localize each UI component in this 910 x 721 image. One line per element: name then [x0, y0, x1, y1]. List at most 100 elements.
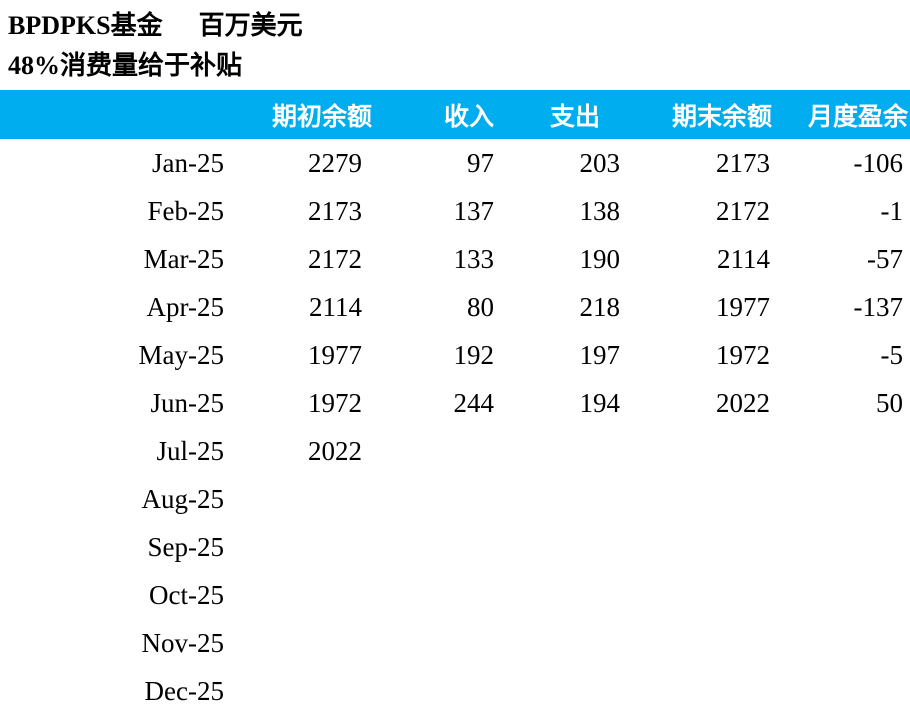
cell-month[interactable]: May-25: [0, 331, 234, 379]
cell-closing-balance[interactable]: [628, 667, 780, 715]
fund-name-label: BPDPKS基金: [8, 11, 163, 40]
cell-closing-balance[interactable]: [628, 571, 780, 619]
table-row: Jan-25 2279 97 203 2173 -106: [0, 139, 910, 187]
cell-opening-balance[interactable]: 2173: [234, 187, 372, 235]
cell-income[interactable]: 97: [372, 139, 502, 187]
cell-income[interactable]: [372, 667, 502, 715]
title-block: BPDPKS基金 百万美元 48%消费量给于补贴: [0, 0, 910, 86]
table-row: Apr-25 2114 80 218 1977 -137: [0, 283, 910, 331]
cell-monthly-surplus[interactable]: -5: [780, 331, 910, 379]
cell-closing-balance[interactable]: 2173: [628, 139, 780, 187]
cell-opening-balance[interactable]: 2172: [234, 235, 372, 283]
cell-expense[interactable]: [502, 667, 628, 715]
cell-closing-balance[interactable]: [628, 427, 780, 475]
column-header-expense[interactable]: 支出: [549, 101, 600, 131]
cell-closing-balance[interactable]: 2022: [628, 379, 780, 427]
cell-expense[interactable]: 194: [502, 379, 628, 427]
cell-opening-balance[interactable]: 1972: [234, 379, 372, 427]
column-header-month[interactable]: [0, 90, 234, 139]
cell-income[interactable]: [372, 523, 502, 571]
cell-opening-balance[interactable]: 1977: [234, 331, 372, 379]
cell-income[interactable]: 137: [372, 187, 502, 235]
cell-month[interactable]: Dec-25: [0, 667, 234, 715]
cell-opening-balance[interactable]: 2114: [234, 283, 372, 331]
cell-monthly-surplus[interactable]: -137: [780, 283, 910, 331]
table-row: Oct-25: [0, 571, 910, 619]
cell-closing-balance[interactable]: 1972: [628, 331, 780, 379]
cell-monthly-surplus[interactable]: [780, 619, 910, 667]
cell-monthly-surplus[interactable]: -106: [780, 139, 910, 187]
table-row: Nov-25: [0, 619, 910, 667]
column-header-income[interactable]: 收入: [443, 101, 494, 131]
cell-income[interactable]: 133: [372, 235, 502, 283]
cell-expense[interactable]: 190: [502, 235, 628, 283]
cell-month[interactable]: Nov-25: [0, 619, 234, 667]
cell-month[interactable]: Oct-25: [0, 571, 234, 619]
cell-income[interactable]: [372, 619, 502, 667]
cell-opening-balance[interactable]: [234, 619, 372, 667]
cell-income[interactable]: [372, 427, 502, 475]
cell-opening-balance[interactable]: 2279: [234, 139, 372, 187]
column-header-closing-balance[interactable]: 期末余额: [671, 101, 772, 131]
cell-month[interactable]: Aug-25: [0, 475, 234, 523]
cell-expense[interactable]: 203: [502, 139, 628, 187]
column-header-opening-balance[interactable]: 期初余额: [271, 101, 372, 131]
table-row: Sep-25: [0, 523, 910, 571]
cell-closing-balance[interactable]: 2172: [628, 187, 780, 235]
cell-month[interactable]: Jan-25: [0, 139, 234, 187]
title-line-primary: BPDPKS基金 百万美元: [8, 6, 910, 46]
cell-monthly-surplus[interactable]: [780, 475, 910, 523]
fund-balance-table: 期初余额 收入 支出 期末余额 月度盈余 Jan-25 2279 97 203 2173…: [0, 90, 910, 715]
table-header-row: 期初余额 收入 支出 期末余额 月度盈余: [0, 90, 910, 139]
cell-opening-balance[interactable]: [234, 475, 372, 523]
table-row: Dec-25: [0, 667, 910, 715]
cell-month[interactable]: Sep-25: [0, 523, 234, 571]
cell-expense[interactable]: [502, 523, 628, 571]
cell-opening-balance[interactable]: [234, 523, 372, 571]
cell-month[interactable]: Apr-25: [0, 283, 234, 331]
cell-closing-balance[interactable]: [628, 475, 780, 523]
cell-opening-balance[interactable]: [234, 667, 372, 715]
column-header-monthly-surplus[interactable]: 月度盈余: [807, 101, 908, 131]
cell-monthly-surplus[interactable]: 50: [780, 379, 910, 427]
cell-monthly-surplus[interactable]: [780, 667, 910, 715]
cell-opening-balance[interactable]: [234, 571, 372, 619]
table-row: May-25 1977 192 197 1972 -5: [0, 331, 910, 379]
cell-income[interactable]: [372, 475, 502, 523]
cell-monthly-surplus[interactable]: [780, 523, 910, 571]
table-row: Feb-25 2173 137 138 2172 -1: [0, 187, 910, 235]
cell-monthly-surplus[interactable]: [780, 427, 910, 475]
cell-expense[interactable]: [502, 475, 628, 523]
table-row: Jul-25 2022: [0, 427, 910, 475]
cell-closing-balance[interactable]: 2114: [628, 235, 780, 283]
currency-unit-label: 百万美元: [198, 11, 303, 40]
cell-month[interactable]: Jun-25: [0, 379, 234, 427]
cell-expense[interactable]: 138: [502, 187, 628, 235]
cell-closing-balance[interactable]: [628, 523, 780, 571]
cell-closing-balance[interactable]: 1977: [628, 283, 780, 331]
cell-expense[interactable]: [502, 427, 628, 475]
cell-income[interactable]: 80: [372, 283, 502, 331]
cell-expense[interactable]: 197: [502, 331, 628, 379]
table-row: Jun-25 1972 244 194 2022 50: [0, 379, 910, 427]
cell-month[interactable]: Mar-25: [0, 235, 234, 283]
cell-income[interactable]: 192: [372, 331, 502, 379]
cell-monthly-surplus[interactable]: -57: [780, 235, 910, 283]
cell-expense[interactable]: 218: [502, 283, 628, 331]
cell-expense[interactable]: [502, 571, 628, 619]
cell-month[interactable]: Feb-25: [0, 187, 234, 235]
cell-monthly-surplus[interactable]: [780, 571, 910, 619]
table-row: Mar-25 2172 133 190 2114 -57: [0, 235, 910, 283]
cell-closing-balance[interactable]: [628, 619, 780, 667]
title-line-secondary: 48%消费量给于补贴: [8, 51, 243, 80]
cell-month[interactable]: Jul-25: [0, 427, 234, 475]
table-row: Aug-25: [0, 475, 910, 523]
cell-income[interactable]: [372, 571, 502, 619]
table-header: 期初余额 收入 支出 期末余额 月度盈余: [0, 90, 910, 139]
cell-opening-balance[interactable]: 2022: [234, 427, 372, 475]
cell-monthly-surplus[interactable]: -1: [780, 187, 910, 235]
cell-expense[interactable]: [502, 619, 628, 667]
table-body: Jan-25 2279 97 203 2173 -106 Feb-25 2173 137 138 2…: [0, 139, 910, 715]
cell-income[interactable]: 244: [372, 379, 502, 427]
